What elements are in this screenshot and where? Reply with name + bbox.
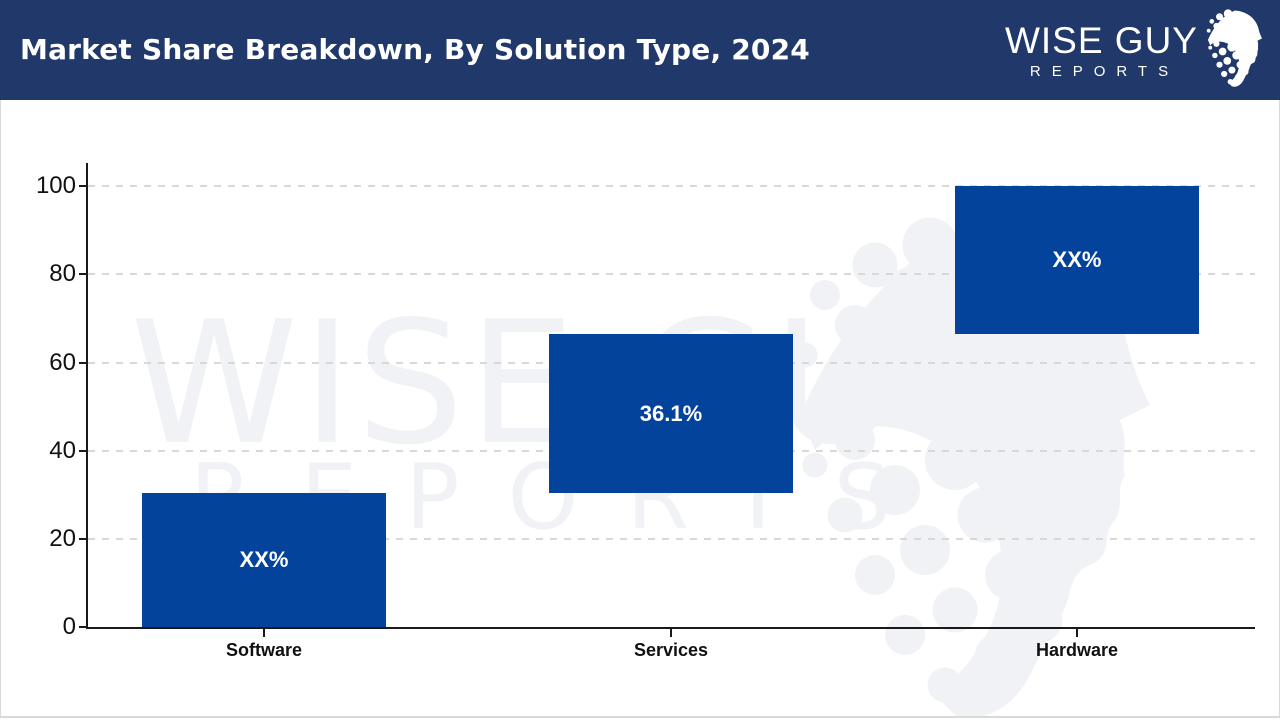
header: Market Share Breakdown, By Solution Type… <box>0 0 1280 100</box>
page-title: Market Share Breakdown, By Solution Type… <box>20 33 810 66</box>
bar-services <box>549 334 793 494</box>
y-axis-tick-label: 100 <box>35 172 76 200</box>
x-axis-tick <box>1076 629 1078 637</box>
y-axis-tick-label: 60 <box>49 348 76 376</box>
x-axis-tick <box>263 629 265 637</box>
gridline-y80 <box>88 273 1255 276</box>
y-axis-tick-label: 80 <box>49 260 76 288</box>
y-axis-tick <box>79 185 87 188</box>
logo-wordmark: WISE GUY REPORTS <box>1005 20 1198 80</box>
y-axis-tick <box>79 537 87 540</box>
bar-value-label-hardware: XX% <box>1052 247 1102 273</box>
brand-logo: WISE GUY REPORTS <box>1005 9 1266 91</box>
y-axis-tick-label: 20 <box>49 524 76 552</box>
gridline-y100 <box>88 185 1255 188</box>
y-axis-tick <box>79 273 87 276</box>
page-edge-left <box>0 100 1 718</box>
logo-subtitle: REPORTS <box>1029 63 1180 80</box>
y-axis-tick <box>79 449 87 452</box>
logo-head-icon <box>1206 9 1263 87</box>
x-axis-category-label: Software <box>225 640 303 660</box>
y-axis-tick <box>79 361 87 364</box>
y-axis-tick-label: 0 <box>62 613 76 640</box>
bar-value-label-services: 36.1% <box>639 400 703 426</box>
y-axis-tick <box>79 626 87 628</box>
page-edge-bottom <box>0 716 1280 718</box>
x-axis-category-label: Hardware <box>1035 640 1119 660</box>
gridline-y20 <box>88 537 1255 540</box>
bar-value-label-software: XX% <box>239 547 289 573</box>
logo-name: WISE GUY <box>1004 20 1198 61</box>
bar-software <box>142 493 386 627</box>
chart-canvas: WISE GUY REPORTS 0 20 40 60 80 100 XX% Software… <box>0 100 1280 720</box>
x-axis-tick <box>670 629 672 637</box>
y-axis-tick-label: 40 <box>49 436 76 464</box>
x-axis-line <box>86 627 1255 629</box>
y-axis-line <box>86 163 88 629</box>
x-axis-category-label: Services <box>633 640 709 660</box>
